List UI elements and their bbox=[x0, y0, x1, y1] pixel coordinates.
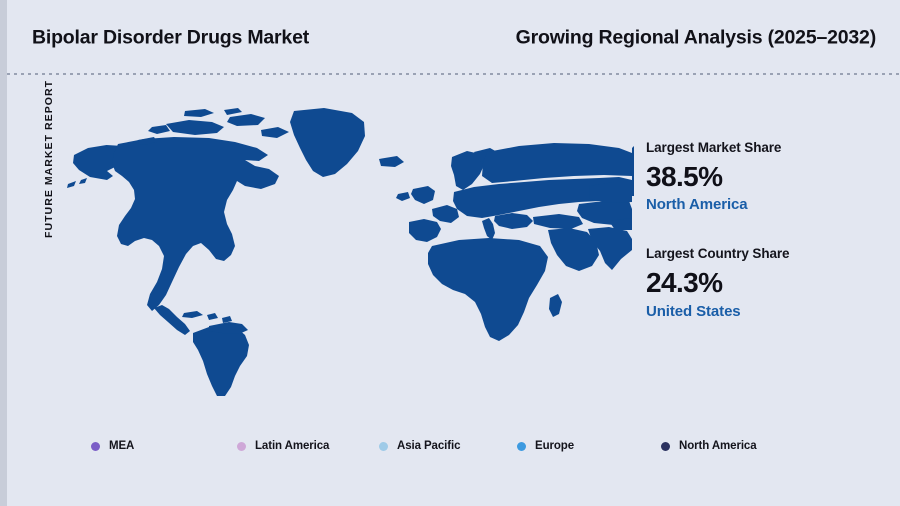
stat-label: Largest Country Share bbox=[646, 246, 790, 262]
stat-region: United States bbox=[646, 302, 741, 320]
header: Bipolar Disorder Drugs Market Growing Re… bbox=[7, 0, 900, 74]
header-divider bbox=[7, 73, 900, 75]
legend-item-mea[interactable]: MEA bbox=[91, 440, 134, 452]
page-title: Bipolar Disorder Drugs Market bbox=[32, 26, 310, 49]
stat-region: North America bbox=[646, 196, 748, 214]
legend-label: Europe bbox=[535, 440, 575, 452]
legend-label: MEA bbox=[109, 440, 135, 452]
legend-label: North America bbox=[679, 440, 757, 452]
stat-largest-market-share: Largest Market Share 38.5% North America bbox=[646, 140, 896, 213]
stats-panel: Largest Market Share 38.5% North America… bbox=[646, 140, 896, 320]
legend-label: Asia Pacific bbox=[397, 440, 461, 452]
legend-item-europe[interactable]: Europe bbox=[517, 440, 574, 452]
legend-label: Latin America bbox=[255, 440, 330, 452]
legend-dot-icon bbox=[237, 441, 246, 451]
stat-label: Largest Market Share bbox=[646, 140, 782, 155]
world-map bbox=[59, 96, 634, 396]
legend-dot-icon bbox=[517, 441, 526, 451]
subtitle-regional-analysis: Growing Regional Analysis (2025–2032) bbox=[515, 26, 877, 49]
stat-value: 38.5% bbox=[646, 161, 723, 192]
legend-item-asia-pacific[interactable]: Asia Pacific bbox=[379, 440, 460, 452]
legend-dot-icon bbox=[661, 441, 670, 451]
world-map-landmasses bbox=[67, 108, 632, 396]
legend-dot-icon bbox=[91, 441, 100, 451]
stat-value: 24.3% bbox=[646, 267, 723, 299]
stat-largest-country-share: Largest Country Share 24.3% United State… bbox=[646, 246, 896, 319]
legend-item-latin-america[interactable]: Latin America bbox=[237, 440, 329, 452]
legend-dot-icon bbox=[379, 441, 388, 451]
brand-watermark: FUTURE MARKET REPORT bbox=[43, 79, 55, 238]
legend-item-north-america[interactable]: North America bbox=[661, 440, 757, 452]
world-map-asia-pacific bbox=[589, 182, 632, 203]
